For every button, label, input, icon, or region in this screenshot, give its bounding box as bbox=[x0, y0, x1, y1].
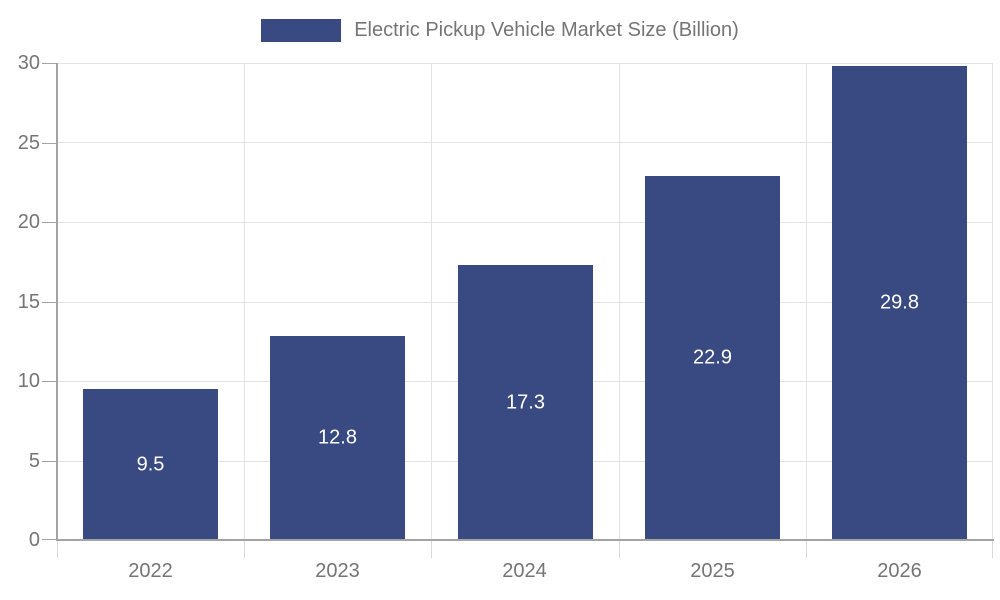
bar-2022[interactable]: 9.5 bbox=[83, 389, 218, 540]
x-tick-mark bbox=[244, 541, 245, 558]
x-tick-label: 2023 bbox=[315, 560, 360, 582]
y-tick-label: 0 bbox=[28, 529, 40, 551]
y-tick-label: 20 bbox=[17, 211, 40, 233]
y-tick-label: 5 bbox=[28, 450, 40, 472]
v-gridline bbox=[618, 63, 620, 540]
bar-2024[interactable]: 17.3 bbox=[458, 265, 593, 540]
v-gridline bbox=[805, 63, 807, 540]
y-tick-mark bbox=[42, 301, 57, 303]
x-tick-mark bbox=[992, 541, 993, 558]
bar-2026[interactable]: 29.8 bbox=[832, 66, 967, 540]
y-tick-mark bbox=[42, 539, 57, 540]
legend-swatch-icon bbox=[261, 19, 342, 42]
h-gridline bbox=[57, 222, 993, 223]
v-gridline bbox=[244, 63, 246, 540]
bar-2025[interactable]: 22.9 bbox=[645, 176, 780, 540]
bar-value-label: 17.3 bbox=[506, 391, 545, 413]
plot-area: 9.5 12.8 17.3 22.9 29.8 bbox=[57, 63, 993, 540]
v-gridline bbox=[992, 63, 993, 540]
y-tick-mark bbox=[42, 381, 57, 382]
x-tick-mark bbox=[806, 541, 807, 558]
y-tick-mark bbox=[42, 222, 57, 223]
y-tick-mark bbox=[42, 142, 57, 144]
x-tick-mark bbox=[619, 541, 620, 558]
bar-value-label: 12.8 bbox=[318, 426, 357, 449]
bar-2023[interactable]: 12.8 bbox=[270, 336, 405, 540]
bar-value-label: 9.5 bbox=[136, 453, 165, 475]
x-tick-label: 2022 bbox=[128, 560, 173, 582]
x-tick-label: 2025 bbox=[690, 560, 735, 582]
bar-value-label: 29.8 bbox=[880, 291, 919, 314]
y-tick-label: 25 bbox=[17, 132, 40, 154]
x-tick-mark bbox=[57, 541, 58, 558]
y-tick-label: 30 bbox=[17, 52, 40, 74]
y-tick-mark bbox=[42, 460, 57, 462]
h-gridline bbox=[57, 63, 993, 64]
x-tick-label: 2026 bbox=[877, 560, 922, 582]
y-tick-label: 15 bbox=[17, 291, 40, 313]
y-tick-label: 10 bbox=[17, 370, 40, 392]
v-gridline bbox=[431, 63, 433, 540]
v-gridline bbox=[57, 63, 58, 540]
legend-label: Electric Pickup Vehicle Market Size (Bil… bbox=[354, 19, 739, 41]
bar-value-label: 22.9 bbox=[693, 346, 732, 369]
y-tick-mark bbox=[42, 63, 57, 64]
x-tick-label: 2024 bbox=[502, 560, 547, 582]
x-tick-mark bbox=[431, 541, 432, 558]
h-gridline bbox=[57, 142, 993, 143]
x-axis-line bbox=[56, 539, 994, 541]
legend[interactable]: Electric Pickup Vehicle Market Size (Bil… bbox=[0, 19, 1000, 42]
